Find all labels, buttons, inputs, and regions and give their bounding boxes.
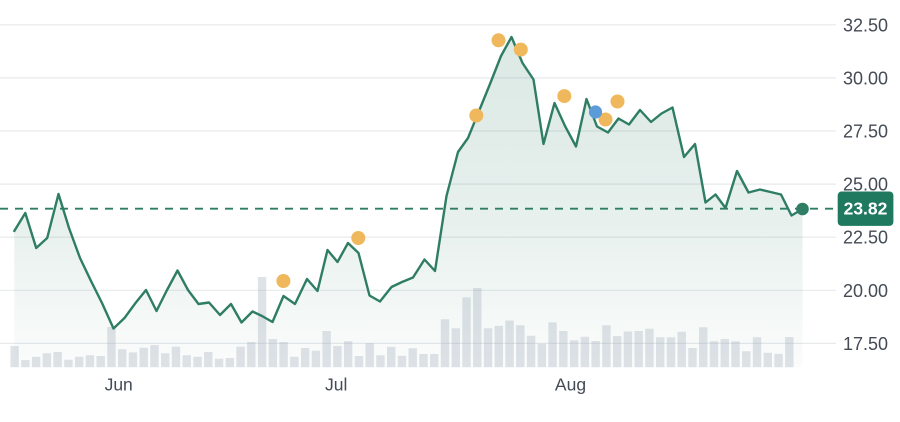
svg-text:Jul: Jul — [325, 375, 347, 395]
svg-text:17.50: 17.50 — [843, 334, 888, 354]
svg-text:27.50: 27.50 — [843, 122, 888, 142]
svg-text:32.50: 32.50 — [843, 15, 888, 35]
svg-text:Jun: Jun — [105, 375, 133, 395]
svg-text:22.50: 22.50 — [843, 228, 888, 248]
svg-text:25.00: 25.00 — [843, 175, 888, 195]
svg-text:20.00: 20.00 — [843, 281, 888, 301]
svg-text:23.82: 23.82 — [844, 199, 888, 219]
svg-text:30.00: 30.00 — [843, 68, 888, 88]
svg-text:Aug: Aug — [555, 375, 586, 395]
